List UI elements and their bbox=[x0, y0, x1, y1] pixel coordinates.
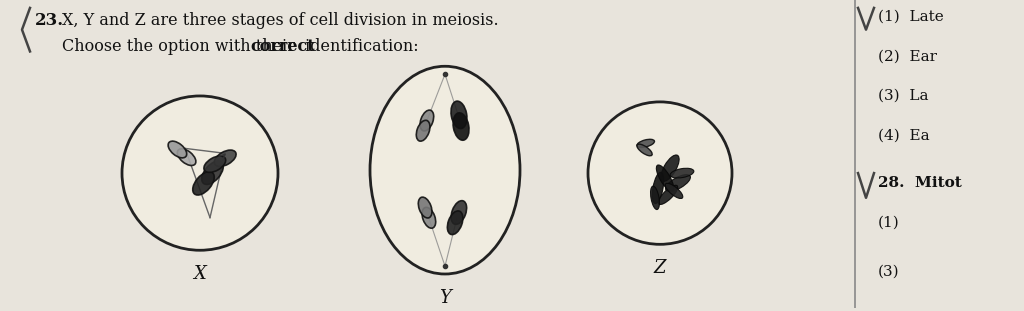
Ellipse shape bbox=[637, 139, 654, 147]
Ellipse shape bbox=[417, 120, 430, 141]
Ellipse shape bbox=[447, 211, 463, 234]
Ellipse shape bbox=[453, 113, 469, 140]
Ellipse shape bbox=[422, 207, 435, 228]
Circle shape bbox=[122, 96, 278, 250]
Ellipse shape bbox=[202, 161, 223, 184]
Text: identification:: identification: bbox=[300, 38, 419, 55]
Text: (2)  Ear: (2) Ear bbox=[878, 49, 937, 63]
Text: 23.: 23. bbox=[35, 12, 65, 29]
Ellipse shape bbox=[370, 66, 520, 274]
Text: (4)  Ea: (4) Ea bbox=[878, 128, 930, 142]
Ellipse shape bbox=[418, 197, 432, 218]
Text: (1)  Late: (1) Late bbox=[878, 10, 944, 24]
Text: X, Y and Z are three stages of cell division in meiosis.: X, Y and Z are three stages of cell divi… bbox=[62, 12, 499, 29]
Text: (1): (1) bbox=[878, 216, 900, 230]
Text: Z: Z bbox=[653, 259, 667, 277]
Ellipse shape bbox=[666, 183, 683, 198]
Ellipse shape bbox=[214, 150, 237, 166]
Ellipse shape bbox=[670, 168, 694, 178]
Text: correct: correct bbox=[250, 38, 314, 55]
Circle shape bbox=[588, 102, 732, 244]
Text: Choose the option with their: Choose the option with their bbox=[62, 38, 300, 55]
Ellipse shape bbox=[656, 165, 674, 191]
Ellipse shape bbox=[452, 201, 467, 224]
Ellipse shape bbox=[168, 141, 186, 158]
Ellipse shape bbox=[451, 101, 467, 128]
Text: X: X bbox=[194, 265, 207, 283]
Text: 28.  Mitot: 28. Mitot bbox=[878, 176, 962, 190]
Ellipse shape bbox=[637, 144, 652, 156]
Text: (3): (3) bbox=[878, 265, 900, 279]
Ellipse shape bbox=[177, 149, 196, 165]
Ellipse shape bbox=[193, 172, 214, 195]
Ellipse shape bbox=[650, 186, 659, 210]
Ellipse shape bbox=[660, 155, 679, 181]
Ellipse shape bbox=[658, 185, 678, 205]
Ellipse shape bbox=[666, 174, 690, 191]
Text: (3)  La: (3) La bbox=[878, 89, 929, 103]
Text: Y: Y bbox=[439, 289, 451, 307]
Ellipse shape bbox=[652, 172, 664, 204]
Ellipse shape bbox=[420, 110, 434, 131]
Ellipse shape bbox=[204, 156, 225, 172]
